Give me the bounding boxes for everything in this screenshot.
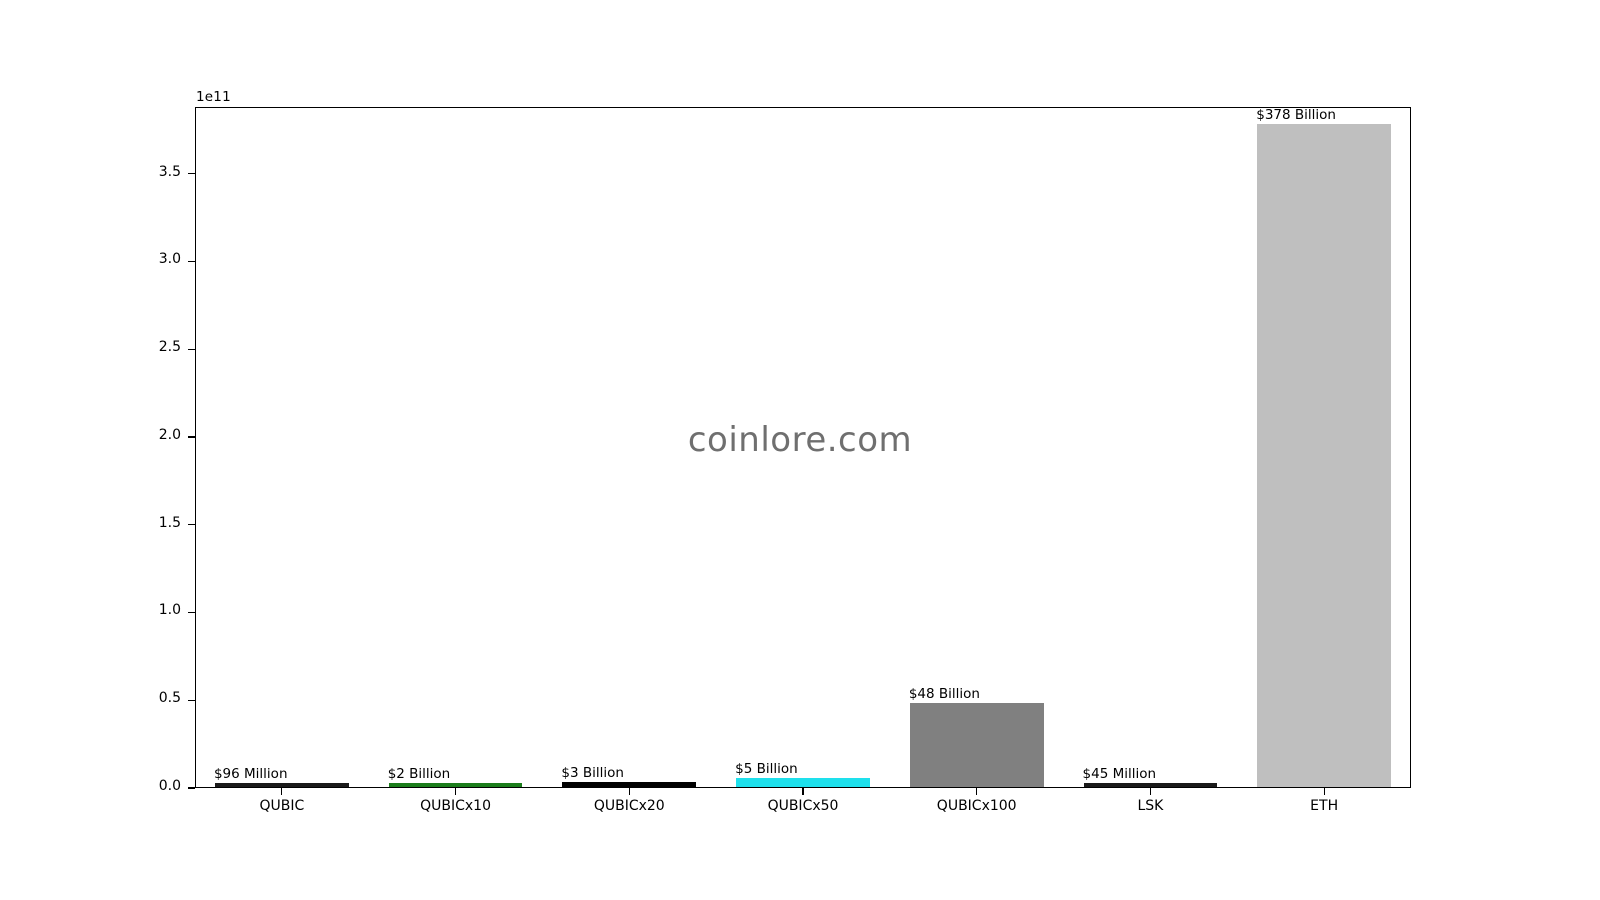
x-tick-mark [802,788,804,795]
x-tick-label: ETH [1310,798,1339,814]
bar-qubicx10 [388,783,523,787]
x-tick-label: QUBICx20 [593,798,665,814]
x-tick-label: QUBICx10 [420,798,491,814]
y-tick-mark [188,173,195,175]
bar-qubicx50 [736,778,870,787]
y-tick-mark [188,611,195,614]
y-tick-label: 3.0 [158,251,181,268]
bar-value-label-qubicx100: $48 Billion [908,685,980,702]
x-tick-label: LSK [1137,798,1164,814]
bar-lsk [1083,783,1218,787]
x-tick-label: QUBICx50 [767,798,839,814]
x-tick-label: QUBICx100 [936,798,1017,814]
y-tick-label: 2.5 [158,339,181,356]
bar-value-label-lsk: $45 Million [1082,766,1157,782]
x-tick-mark [976,788,978,795]
plot-axes-frame [195,107,1411,788]
y-tick-mark [188,787,195,789]
bar-value-label-qubicx10: $2 Billion [387,766,451,782]
y-tick-label: 1.5 [158,514,181,531]
x-tick-mark [454,788,457,795]
y-tick-mark [188,436,195,438]
x-tick-mark [1323,788,1325,795]
bar-value-label-qubic: $96 Million [213,766,288,782]
bar-qubicx100 [909,702,1044,787]
bars-layer: $96 Million $2 Billion $3 Billion $5 Billio… [195,107,1411,787]
y-tick-mark [188,699,195,701]
y-tick-label: 3.5 [158,163,181,180]
y-tick-mark [188,260,195,263]
x-tick-mark [1149,788,1152,795]
x-tick-mark [628,788,630,795]
y-tick-mark [188,348,195,350]
y-tick-label: 2.0 [158,426,181,443]
y-tick-mark [188,524,195,526]
bar-value-label-qubicx20: $3 Billion [561,764,624,781]
y-tick-label: 0.5 [158,690,181,707]
bar-qubic [214,783,349,787]
y-tick-label: 0.0 [158,778,181,794]
bar-qubicx20 [562,781,697,787]
bar-value-label-qubicx50: $5 Billion [735,761,798,778]
y-axis-offset-label: 1e11 [196,89,231,105]
bar-eth [1257,123,1391,787]
bar-value-label-eth: $378 Billion [1256,106,1336,123]
x-tick-label: QUBIC [259,798,305,814]
x-tick-mark [281,788,283,795]
y-tick-label: 1.0 [158,602,181,619]
